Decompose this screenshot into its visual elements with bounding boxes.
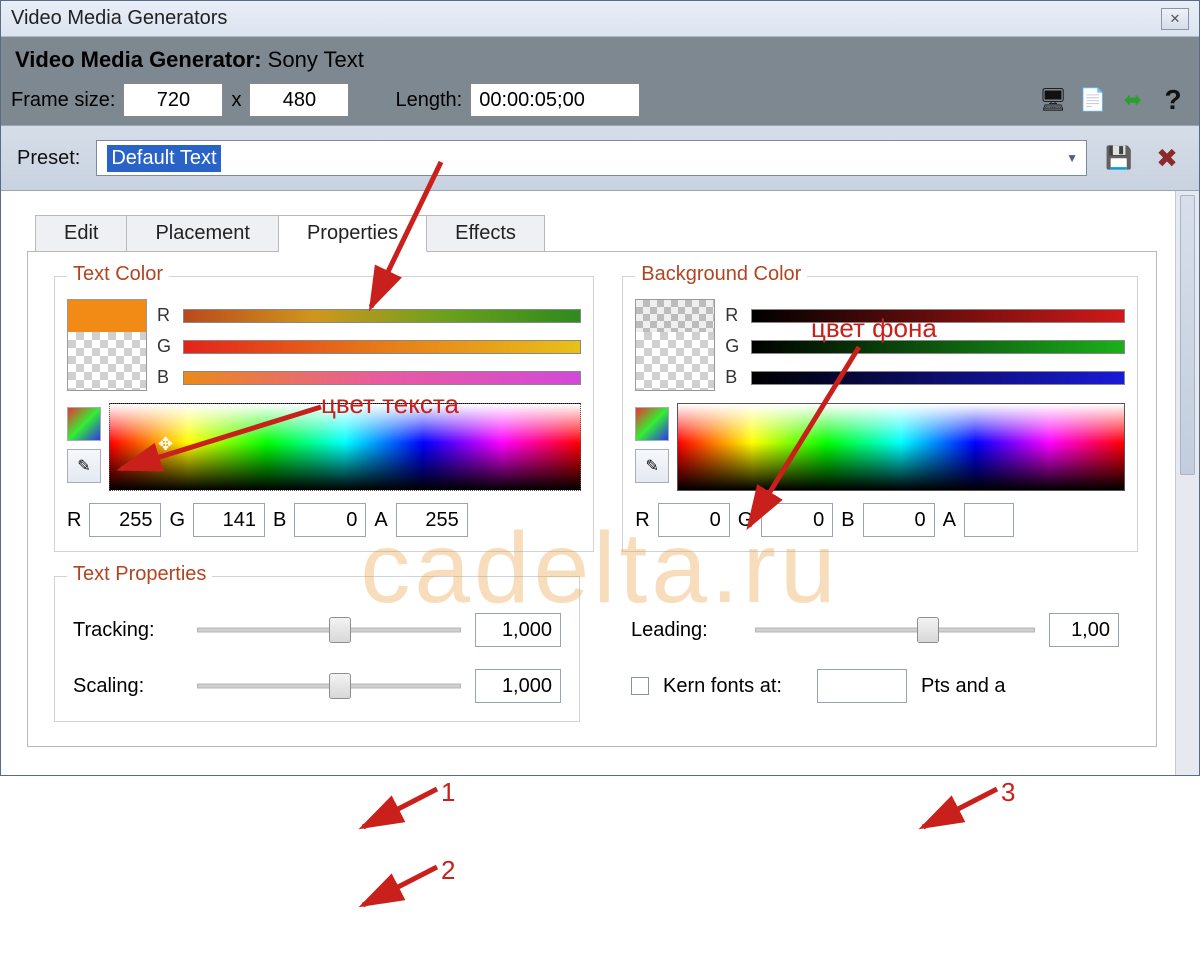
tracking-label: Tracking: [73, 619, 183, 642]
script-icon[interactable]: 📄 [1077, 85, 1109, 115]
bg-color-field[interactable] [677, 403, 1125, 491]
scaling-input[interactable] [475, 669, 561, 703]
arrow-3 [909, 781, 1009, 841]
length-label: Length: [395, 89, 462, 112]
text-properties-group: Text Properties Tracking: Scaling: [54, 576, 580, 722]
window-title: Video Media Generators [11, 7, 227, 30]
bg-eyedropper-icon[interactable]: ✎ [635, 449, 669, 483]
color-wheel-icon[interactable] [67, 407, 101, 441]
bg-color-group: Background Color R G B [622, 276, 1138, 552]
save-preset-icon[interactable]: 💾 [1103, 143, 1135, 173]
preset-label: Preset: [17, 147, 80, 170]
frame-size-label: Frame size: [11, 89, 115, 112]
chevron-down-icon: ▼ [1066, 151, 1078, 165]
tracking-slider[interactable] [197, 617, 461, 643]
frame-width-input[interactable] [123, 83, 223, 117]
bg-g-slider[interactable] [751, 340, 1125, 354]
close-button[interactable]: ✕ [1161, 8, 1189, 30]
frame-x-label: x [231, 89, 241, 112]
text-b-input[interactable] [294, 503, 366, 537]
bg-b-input[interactable] [863, 503, 935, 537]
leading-slider[interactable] [755, 617, 1035, 643]
kern-input[interactable] [817, 669, 907, 703]
scaling-slider[interactable] [197, 673, 461, 699]
eyedropper-icon[interactable]: ✎ [67, 449, 101, 483]
tab-placement[interactable]: Placement [127, 215, 279, 252]
text-color-group: Text Color R G B [54, 276, 594, 552]
text-color-swatch[interactable] [67, 299, 147, 391]
bg-b-slider[interactable] [751, 371, 1125, 385]
leading-label: Leading: [631, 619, 741, 642]
device-icon[interactable]: 🖥 [1037, 85, 1069, 115]
leading-group: Leading: Kern fonts at: Pts and a [612, 576, 1138, 722]
bg-color-swatch[interactable] [635, 299, 715, 391]
bg-r-slider[interactable] [751, 309, 1125, 323]
tab-edit[interactable]: Edit [35, 215, 127, 252]
annot-3: 3 [1001, 777, 1015, 808]
annot-2: 2 [441, 855, 455, 886]
split-icon[interactable]: ⬌ [1117, 85, 1149, 115]
delete-preset-icon[interactable]: ✖ [1151, 143, 1183, 173]
generator-header: Video Media Generator: Sony Text [11, 45, 1189, 83]
text-g-slider[interactable] [183, 340, 581, 354]
tab-properties[interactable]: Properties [279, 215, 427, 252]
arrow-2 [349, 859, 449, 919]
help-icon[interactable]: ? [1157, 85, 1189, 115]
bg-g-input[interactable] [761, 503, 833, 537]
kern-label: Kern fonts at: [663, 675, 803, 698]
bg-a-input[interactable] [964, 503, 1014, 537]
text-r-input[interactable] [89, 503, 161, 537]
text-color-field[interactable]: ✥ [109, 403, 581, 491]
text-b-slider[interactable] [183, 371, 581, 385]
text-a-input[interactable] [396, 503, 468, 537]
bg-r-input[interactable] [658, 503, 730, 537]
scrollbar[interactable] [1175, 191, 1199, 775]
kern-suffix: Pts and a [921, 675, 1006, 698]
kern-checkbox[interactable] [631, 677, 649, 695]
preset-value: Default Text [107, 145, 220, 172]
text-properties-legend: Text Properties [67, 563, 212, 586]
frame-height-input[interactable] [249, 83, 349, 117]
scaling-label: Scaling: [73, 675, 183, 698]
text-g-input[interactable] [193, 503, 265, 537]
annot-1: 1 [441, 777, 455, 808]
bg-color-wheel-icon[interactable] [635, 407, 669, 441]
preset-combo[interactable]: Default Text ▼ [96, 140, 1087, 176]
length-input[interactable] [470, 83, 640, 117]
tracking-input[interactable] [475, 613, 561, 647]
bg-color-legend: Background Color [635, 263, 807, 286]
tab-effects[interactable]: Effects [427, 215, 545, 252]
text-color-legend: Text Color [67, 263, 169, 286]
crosshair-icon: ✥ [158, 434, 173, 455]
leading-input[interactable] [1049, 613, 1119, 647]
text-r-slider[interactable] [183, 309, 581, 323]
arrow-1 [349, 781, 449, 841]
